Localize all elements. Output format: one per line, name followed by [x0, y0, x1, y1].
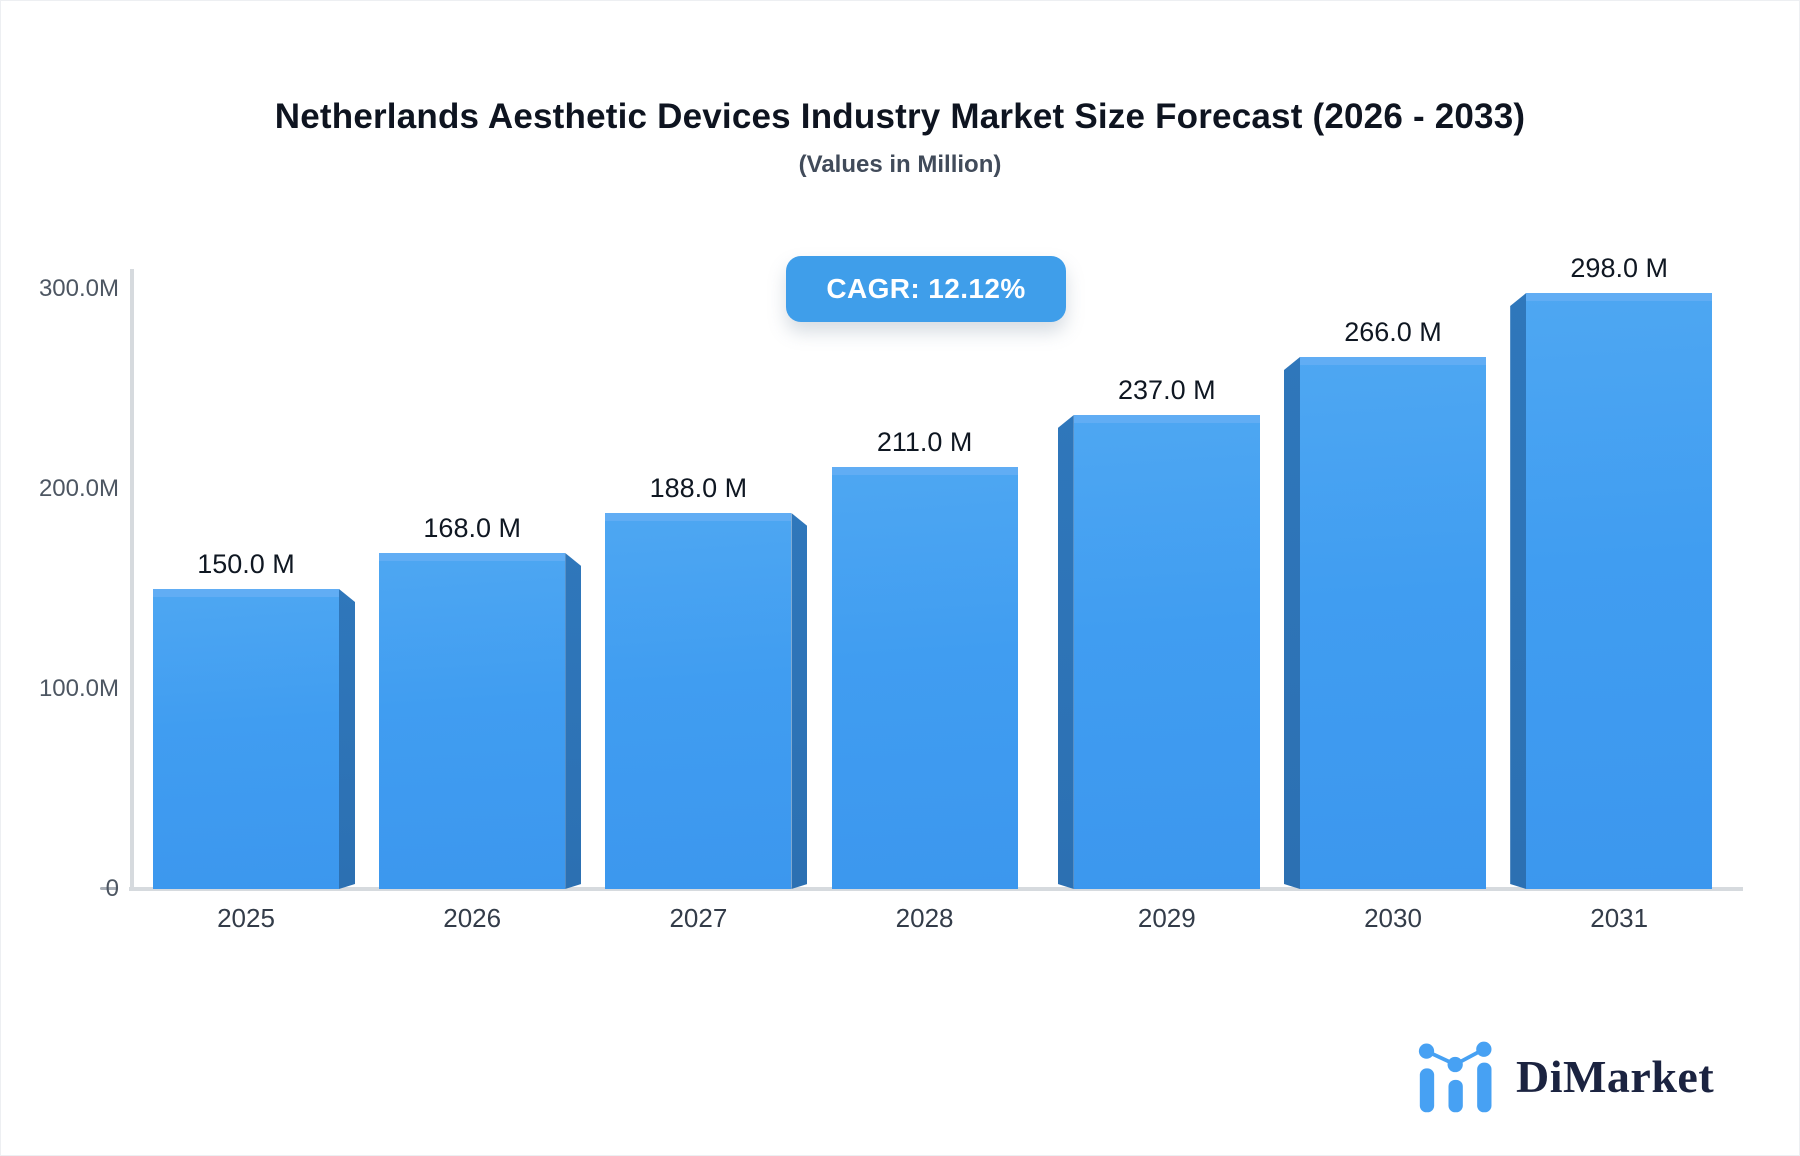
bar-top-face	[1073, 415, 1260, 423]
x-axis-label-2031: 2031	[1590, 903, 1649, 933]
bar-2031[interactable]	[1510, 293, 1713, 889]
bar-side-face	[791, 513, 807, 889]
bar-front-face	[1526, 293, 1713, 889]
bar-top-face	[605, 513, 792, 521]
y-axis-label-200.0M: 200.0M	[38, 475, 119, 502]
y-axis-zero-tick	[100, 887, 117, 890]
bar-value-label: 298.0 M	[1570, 253, 1668, 283]
bar-front-face	[379, 553, 566, 889]
bar-value-label: 237.0 M	[1118, 375, 1216, 405]
bar-value-label: 168.0 M	[423, 513, 521, 543]
x-axis-label-2030: 2030	[1364, 903, 1422, 933]
bar-2029[interactable]	[1058, 415, 1260, 889]
bar-front-face	[1300, 357, 1486, 889]
bar-front-face	[605, 513, 792, 889]
bar-value-label: 266.0 M	[1344, 317, 1442, 347]
bar-side-face	[1284, 357, 1300, 889]
chart-subtitle: (Values in Million)	[798, 151, 1002, 178]
bar-front-face	[153, 589, 339, 889]
x-axis-label-2029: 2029	[1137, 903, 1196, 933]
bar-2028[interactable]	[831, 467, 1018, 889]
bar-2027[interactable]	[605, 513, 807, 889]
bar-front-face	[1073, 415, 1260, 889]
y-axis-label-300.0M: 300.0M	[38, 275, 119, 302]
cagr-badge-label: CAGR: 12.12%	[826, 273, 1026, 304]
bar-2030[interactable]	[1284, 357, 1486, 889]
bar-side-face	[1058, 415, 1074, 889]
x-axis-label-2028: 2028	[895, 903, 954, 933]
bar-side-face	[1510, 293, 1526, 889]
x-axis-label-2027: 2027	[669, 903, 728, 933]
y-axis-label-0: 0	[105, 875, 119, 902]
y-axis-label-100.0M: 100.0M	[38, 675, 119, 702]
bar-front-face	[831, 467, 1018, 889]
y-axis-line	[130, 269, 134, 891]
chart-title: Netherlands Aesthetic Devices Industry M…	[274, 97, 1526, 136]
bar-2026[interactable]	[379, 553, 581, 889]
bar-value-label: 150.0 M	[197, 549, 295, 579]
bar-2025[interactable]	[153, 589, 355, 889]
bar-top-face	[831, 467, 1018, 475]
brand-logo-text: DiMarket	[1516, 1050, 1715, 1102]
cagr-badge: CAGR: 12.12%	[786, 256, 1066, 322]
dimarket-logo-icon	[1418, 1041, 1492, 1113]
x-axis-line	[129, 887, 1743, 891]
bar-value-label: 188.0 M	[649, 473, 748, 503]
bar-top-face	[1526, 293, 1713, 301]
bar-top-face	[379, 553, 566, 561]
x-axis-label-2025: 2025	[217, 903, 275, 933]
x-axis-label-2026: 2026	[443, 903, 502, 933]
bar-side-face	[339, 589, 355, 889]
bar-top-face	[153, 589, 339, 597]
bar-top-face	[1300, 357, 1486, 365]
brand-logo: DiMarket	[1416, 1037, 1714, 1115]
bar-side-face	[565, 553, 581, 889]
bar-value-label: 211.0 M	[876, 427, 973, 457]
